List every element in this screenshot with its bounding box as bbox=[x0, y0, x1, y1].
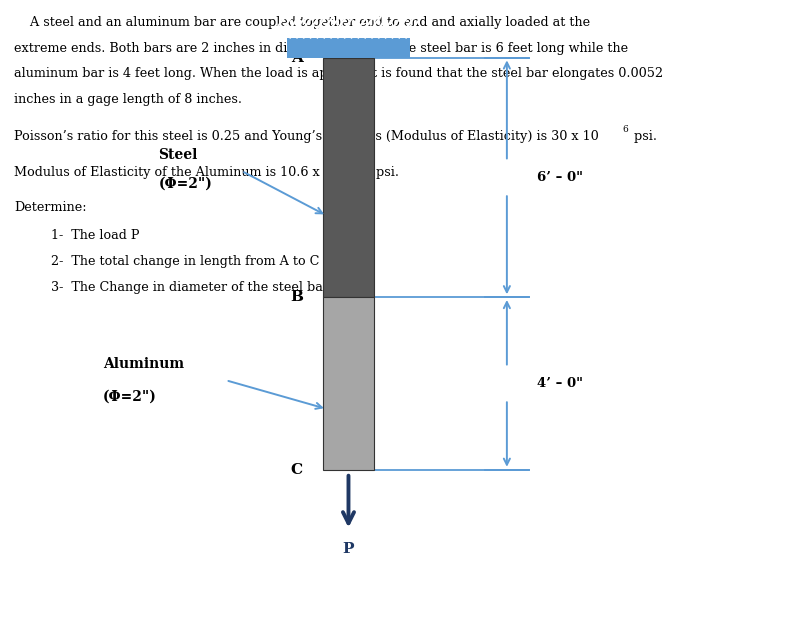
Text: extreme ends. Both bars are 2 inches in diameter (Φ= 2”); the steel bar is 6 fee: extreme ends. Both bars are 2 inches in … bbox=[14, 42, 628, 54]
Text: Steel: Steel bbox=[158, 148, 198, 162]
Text: Modulus of Elasticity of the Aluminum is 10.6 x 10: Modulus of Elasticity of the Aluminum is… bbox=[14, 166, 340, 178]
Text: inches in a gage length of 8 inches.: inches in a gage length of 8 inches. bbox=[14, 93, 242, 105]
Text: 2-  The total change in length from A to C: 2- The total change in length from A to … bbox=[51, 255, 320, 268]
Text: Poisson’s ratio for this steel is 0.25 and Young’s Modulus (Modulus of Elasticit: Poisson’s ratio for this steel is 0.25 a… bbox=[14, 130, 599, 142]
Text: A steel and an aluminum bar are coupled together end to end and axially loaded a: A steel and an aluminum bar are coupled … bbox=[14, 16, 590, 29]
Text: 3-  The Change in diameter of the steel bar.: 3- The Change in diameter of the steel b… bbox=[51, 281, 332, 293]
Text: psi.: psi. bbox=[372, 166, 399, 178]
Text: 6: 6 bbox=[623, 125, 628, 134]
Bar bbox=[323, 297, 374, 470]
Text: (Φ=2"): (Φ=2") bbox=[103, 389, 157, 403]
Text: A: A bbox=[291, 50, 303, 65]
Text: 6’ – 0": 6’ – 0" bbox=[537, 171, 583, 184]
Text: C: C bbox=[291, 463, 303, 477]
Text: aluminum bar is 4 feet long. When the load is applied, it is found that the stee: aluminum bar is 4 feet long. When the lo… bbox=[14, 67, 664, 80]
Text: 4’ – 0": 4’ – 0" bbox=[537, 377, 583, 390]
Text: 6: 6 bbox=[365, 161, 371, 170]
Text: B: B bbox=[290, 290, 303, 304]
Text: psi.: psi. bbox=[630, 130, 657, 142]
Bar bbox=[323, 58, 374, 297]
Text: Aluminum: Aluminum bbox=[103, 357, 184, 371]
Text: (Φ=2"): (Φ=2") bbox=[158, 177, 212, 190]
Text: Determine:: Determine: bbox=[14, 201, 87, 214]
Text: 1-  The load P: 1- The load P bbox=[51, 229, 140, 242]
Bar bbox=[287, 38, 410, 58]
Text: P: P bbox=[343, 542, 354, 556]
